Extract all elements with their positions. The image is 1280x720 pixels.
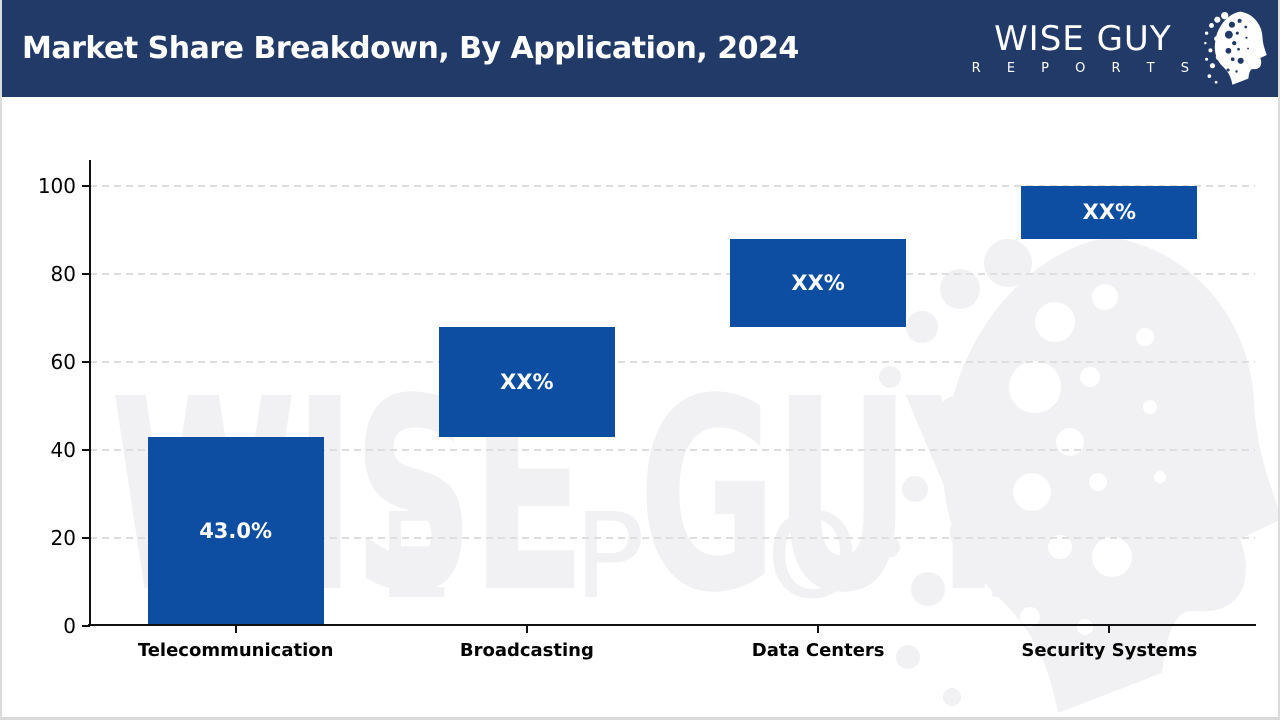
- y-tick-label: 60: [50, 350, 76, 374]
- y-tick-label: 40: [50, 438, 76, 462]
- gridline: [90, 449, 1255, 451]
- y-axis-tick: [82, 449, 90, 451]
- gridline: [90, 361, 1255, 363]
- y-tick-label: 80: [50, 262, 76, 286]
- y-axis-tick: [82, 537, 90, 539]
- wiseguy-logo-text: WISE GUY R E P O R T S: [966, 22, 1200, 75]
- bar-segment: XX%: [730, 238, 907, 327]
- wiseguy-logo: WISE GUY R E P O R T S: [966, 10, 1268, 87]
- chart-title: Market Share Breakdown, By Application, …: [22, 31, 799, 66]
- y-tick-label: 100: [37, 174, 76, 198]
- y-axis-tick: [82, 185, 90, 187]
- bar-segment: XX%: [1021, 186, 1198, 239]
- bar-value-label: XX%: [791, 270, 845, 295]
- x-category-label: Security Systems: [1021, 640, 1198, 661]
- x-category-label: Broadcasting: [459, 640, 594, 661]
- y-tick-label: 0: [63, 614, 76, 638]
- gridline: [90, 537, 1255, 539]
- y-axis-tick: [82, 361, 90, 363]
- y-axis-line: [89, 160, 91, 626]
- x-axis-tick: [234, 626, 237, 633]
- gridline: [90, 185, 1255, 187]
- y-tick-label: 20: [50, 526, 76, 550]
- bar-value-label: 43.0%: [199, 519, 273, 544]
- bar-value-label: XX%: [1082, 200, 1137, 225]
- x-axis-tick: [817, 626, 820, 633]
- bar-value-label: XX%: [500, 369, 554, 394]
- report-header: Market Share Breakdown, By Application, …: [2, 0, 1278, 97]
- y-axis-tick: [82, 625, 90, 627]
- chart-plot-area: WISE GUY R E P O R T S 02040608010043.0%…: [2, 97, 1278, 717]
- x-axis-tick: [1108, 626, 1111, 633]
- bar-segment: XX%: [438, 326, 615, 437]
- x-category-label: Telecommunication: [137, 640, 334, 661]
- x-axis-tick: [525, 626, 528, 633]
- y-axis-tick: [82, 273, 90, 275]
- gridline: [90, 273, 1255, 275]
- x-category-label: Data Centers: [751, 640, 885, 661]
- logo-subtext: R E P O R T S: [971, 61, 1200, 76]
- bar-segment: 43.0%: [147, 436, 324, 626]
- x-axis-line: [88, 624, 1256, 626]
- logo-wordmark: WISE GUY: [994, 19, 1172, 59]
- wiseguy-face-icon: [1204, 11, 1267, 85]
